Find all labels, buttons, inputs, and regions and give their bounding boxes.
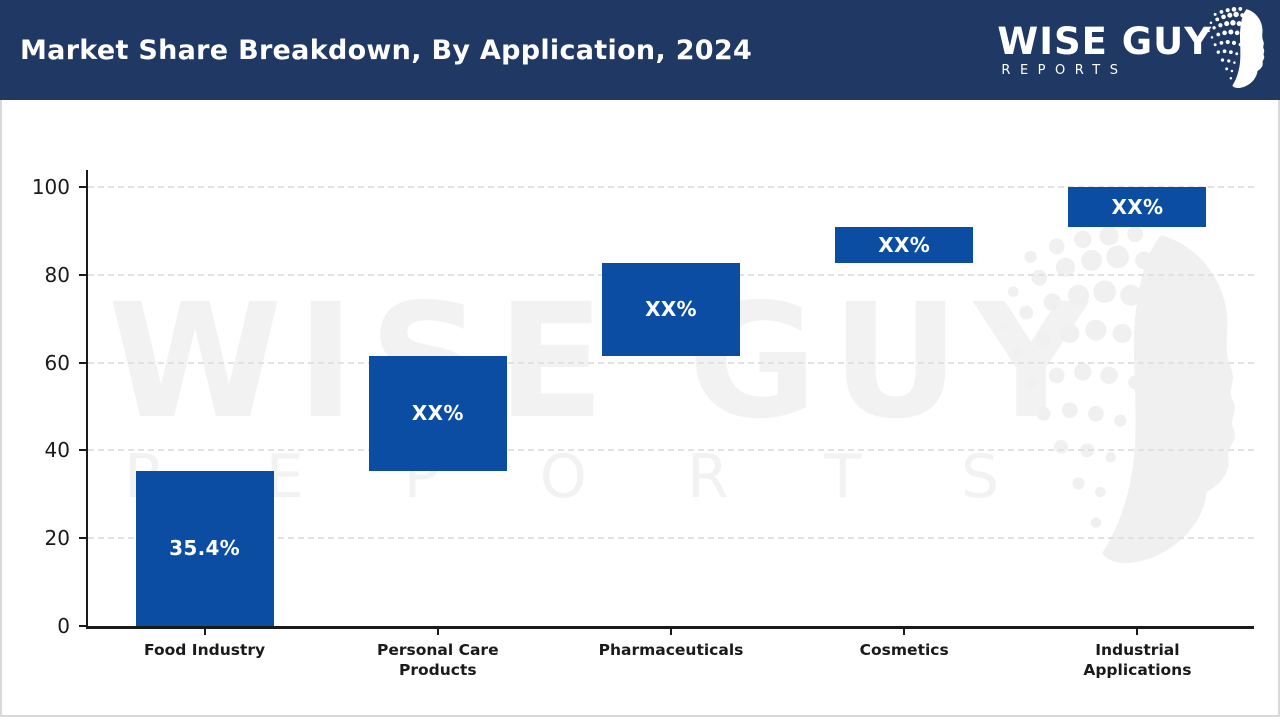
y-tick-mark [79, 186, 86, 188]
x-tick-mark [1136, 629, 1139, 635]
y-tick-mark [79, 449, 86, 452]
wise-guy-logo: WISE GUY REPORTS [997, 0, 1266, 100]
header-bar: Market Share Breakdown, By Application, … [0, 0, 1280, 100]
gridline-40 [88, 449, 1254, 452]
plot-area: 0 20 40 60 80 100 35.4% Food Industry XX% Persona… [32, 170, 1254, 679]
bar-value-label: XX% [645, 297, 697, 322]
bar-cosmetics: XX% [835, 226, 974, 263]
bar-value-label: XX% [1111, 194, 1164, 219]
x-tick-mark [670, 629, 672, 635]
logo-wordmark: WISE GUY [997, 19, 1212, 63]
bar-value-label: 35.4% [169, 536, 241, 561]
bar-value-label: XX% [878, 232, 931, 257]
y-tick-label: 80 [44, 262, 70, 287]
y-tick-label: 40 [44, 438, 70, 463]
y-tick-label: 60 [44, 350, 70, 375]
x-tick-mark [203, 629, 206, 635]
y-tick-label: 0 [57, 614, 70, 638]
bar-industrial-applications: XX% [1068, 187, 1207, 227]
y-tick-mark [79, 625, 86, 627]
x-tick-label: Industrial Applications [1083, 641, 1192, 680]
x-tick-mark [903, 629, 906, 635]
page-title: Market Share Breakdown, By Application, … [20, 34, 753, 66]
x-axis-line [86, 626, 1254, 629]
x-tick-label: Food Industry [144, 641, 266, 659]
x-tick-label: Pharmaceuticals [598, 641, 744, 659]
bar-value-label: XX% [411, 401, 464, 426]
y-tick-mark [79, 273, 86, 276]
y-axis-line [86, 170, 88, 628]
gridline-60 [88, 361, 1254, 364]
x-tick-label: Cosmetics [859, 641, 949, 659]
x-tick-mark [436, 629, 439, 635]
y-tick-label: 100 [31, 175, 70, 199]
logo-face-icon [1202, 6, 1266, 94]
gridline-20 [88, 537, 1254, 540]
logo-text: WISE GUY REPORTS [997, 23, 1212, 78]
y-tick-mark [79, 537, 86, 540]
x-tick-label: Personal Care Products [377, 641, 499, 680]
y-tick-mark [79, 361, 86, 364]
bar-food-industry: 35.4% [135, 470, 274, 626]
logo-subtitle: REPORTS [1001, 62, 1128, 78]
bar-personal-care-products: XX% [368, 356, 507, 471]
gridline-100 [88, 186, 1254, 188]
y-tick-label: 20 [44, 526, 70, 551]
bar-pharmaceuticals: XX% [602, 262, 740, 356]
